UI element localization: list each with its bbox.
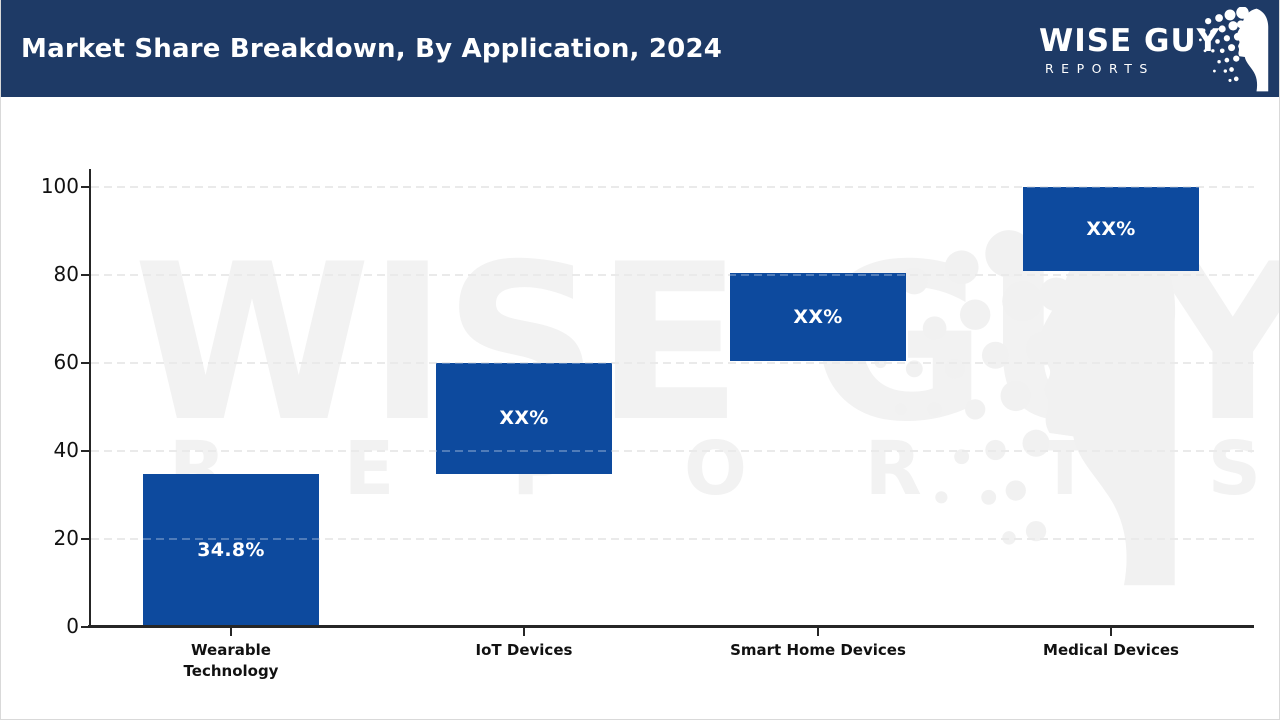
bar-value-label: XX% xyxy=(793,305,843,328)
gridline-overlay xyxy=(91,538,1254,540)
bar-value-label: 34.8% xyxy=(197,539,265,562)
header-band: Market Share Breakdown, By Application, … xyxy=(1,0,1279,97)
y-tick-mark xyxy=(81,362,90,364)
y-tick-label: 20 xyxy=(53,526,79,550)
logo-subtitle: REPORTS xyxy=(1045,61,1155,76)
bar-segment: 34.8% xyxy=(143,473,319,627)
bar-segment: XX% xyxy=(1023,187,1199,271)
chart-title: Market Share Breakdown, By Application, … xyxy=(21,33,723,64)
y-tick-label: 60 xyxy=(53,350,79,374)
y-tick-mark xyxy=(81,186,90,188)
y-tick-mark xyxy=(81,450,90,452)
x-tick-mark xyxy=(1110,628,1112,636)
y-tick-mark xyxy=(81,538,90,540)
x-tick-mark xyxy=(523,628,525,636)
x-tick-mark xyxy=(817,628,819,636)
bar-value-label: XX% xyxy=(1086,217,1136,240)
y-tick-label: 0 xyxy=(66,614,79,638)
gridline-overlay xyxy=(91,450,1254,452)
gridline xyxy=(91,274,1254,276)
gridline xyxy=(91,450,1254,452)
x-category-label: IoT Devices xyxy=(475,641,573,659)
y-tick-mark xyxy=(81,274,90,276)
y-tick-mark xyxy=(81,626,90,628)
gridline-overlay xyxy=(91,186,1254,188)
y-tick-label: 80 xyxy=(53,262,79,286)
x-tick-mark xyxy=(230,628,232,636)
y-tick-label: 100 xyxy=(40,174,79,198)
gridline xyxy=(91,538,1254,540)
gridline-overlay xyxy=(91,362,1254,364)
logo-wordmark: WISE GUY xyxy=(1039,23,1221,59)
bar-segment: XX% xyxy=(436,363,612,474)
gridline xyxy=(91,186,1254,188)
logo-face-dots-icon xyxy=(1191,7,1269,93)
gridline-overlay xyxy=(91,274,1254,276)
x-category-label: Wearable Technology xyxy=(183,641,279,680)
gridline xyxy=(91,362,1254,364)
bar-segment: XX% xyxy=(730,272,906,361)
bar-value-label: XX% xyxy=(499,407,549,430)
x-category-label: Medical Devices xyxy=(1043,641,1179,659)
x-category-label: Smart Home Devices xyxy=(730,641,906,659)
x-axis-line xyxy=(88,625,1254,628)
y-axis-line xyxy=(89,169,91,627)
brand-logo: WISE GUY REPORTS xyxy=(1011,5,1269,93)
y-tick-label: 40 xyxy=(53,438,79,462)
